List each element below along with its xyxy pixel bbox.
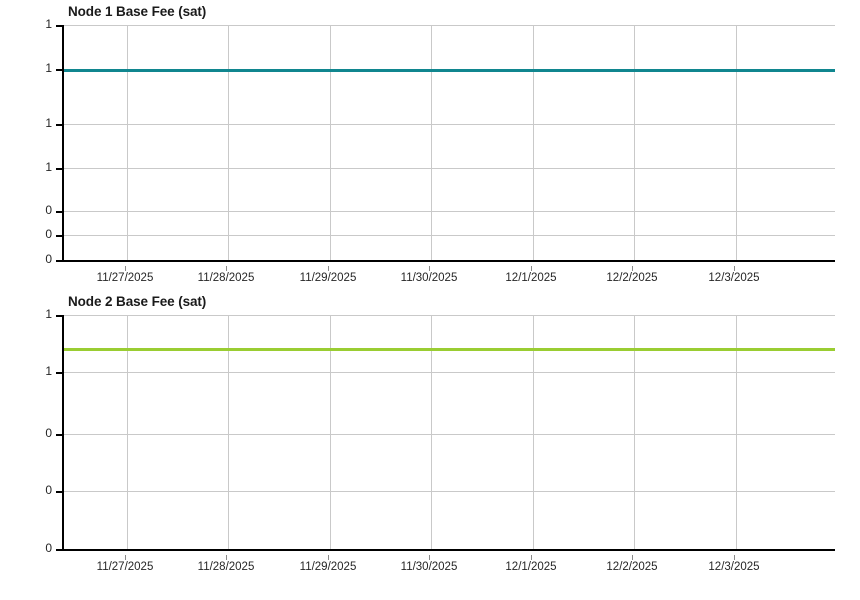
y-axis-label: 1 [45,364,52,378]
x-axis-tick [531,266,532,271]
x-axis-label: 11/27/2025 [96,561,154,573]
x-axis-label: 11/29/2025 [299,272,357,284]
x-axis-tick [632,555,633,560]
y-axis-label: 1 [45,17,52,31]
chart-panel-node-1: Node 1 Base Fee (sat) 1 1 1 1 0 0 0 11/27/2025… [0,0,860,285]
gridline-vertical [431,315,432,549]
plot-inner-node-2 [64,315,835,549]
gridline-vertical [330,315,331,549]
x-axis-tick [125,266,126,271]
chart-title-node-1: Node 1 Base Fee (sat) [68,4,207,19]
x-axis-label: 12/3/2025 [708,561,760,573]
x-axis-node-1: 11/27/2025 11/28/2025 11/29/2025 11/30/2025… [62,266,835,286]
gridline-horizontal [64,235,835,236]
x-axis-tick [226,266,227,271]
gridline-vertical [634,25,635,260]
y-axis-node-2: 1 1 0 0 0 [0,290,52,580]
y-axis-label: 1 [45,307,52,321]
x-axis-tick [429,555,430,560]
x-axis-label: 11/29/2025 [299,561,357,573]
gridline-horizontal [64,315,835,316]
x-axis-label: 11/30/2025 [400,272,458,284]
x-axis-tick [328,266,329,271]
x-axis-label: 12/2/2025 [606,561,658,573]
y-axis-label: 0 [45,483,52,497]
x-axis-label: 12/1/2025 [505,561,557,573]
x-axis-label: 12/3/2025 [708,272,760,284]
gridline-vertical [330,25,331,260]
gridline-vertical [127,315,128,549]
y-axis-tick [56,260,62,262]
series-line [64,348,835,351]
y-axis-node-1: 1 1 1 1 0 0 0 [0,0,52,285]
gridline-vertical [228,25,229,260]
gridline-vertical [228,315,229,549]
y-axis-label: 0 [45,426,52,440]
gridline-horizontal [64,434,835,435]
x-axis-node-2: 11/27/2025 11/28/2025 11/29/2025 11/30/2025… [62,555,835,575]
y-axis-tick [56,372,62,374]
series-line [64,69,835,72]
y-axis-tick [56,25,62,27]
x-axis-tick [734,266,735,271]
y-axis-tick [56,434,62,436]
x-axis-tick [328,555,329,560]
x-axis-label: 11/27/2025 [96,272,154,284]
gridline-vertical [736,315,737,549]
gridline-horizontal [64,168,835,169]
y-axis-label: 0 [45,252,52,266]
gridline-horizontal [64,491,835,492]
x-axis-tick [226,555,227,560]
plot-area-node-1 [62,25,835,262]
y-axis-tick [56,211,62,213]
y-axis-tick [56,168,62,170]
chart-title-node-2: Node 2 Base Fee (sat) [68,294,207,309]
y-axis-tick [56,69,62,71]
plot-area-node-2 [62,315,835,551]
gridline-vertical [533,315,534,549]
gridline-vertical [127,25,128,260]
x-axis-tick [531,555,532,560]
y-axis-label: 1 [45,160,52,174]
y-axis-label: 0 [45,227,52,241]
gridline-vertical [736,25,737,260]
y-axis-label: 0 [45,203,52,217]
x-axis-tick [125,555,126,560]
gridline-horizontal [64,372,835,373]
plot-inner-node-1 [64,25,835,260]
y-axis-tick [56,315,62,317]
x-axis-label: 11/28/2025 [197,561,255,573]
x-axis-label: 12/1/2025 [505,272,557,284]
gridline-horizontal [64,124,835,125]
y-axis-label: 0 [45,541,52,555]
gridline-horizontal [64,211,835,212]
y-axis-tick [56,235,62,237]
gridline-horizontal [64,25,835,26]
y-axis-label: 1 [45,116,52,130]
x-axis-label: 11/30/2025 [400,561,458,573]
y-axis-tick [56,549,62,551]
x-axis-tick [734,555,735,560]
x-axis-label: 12/2/2025 [606,272,658,284]
y-axis-tick [56,491,62,493]
y-axis-tick [56,124,62,126]
x-axis-tick [632,266,633,271]
y-axis-label: 1 [45,61,52,75]
gridline-vertical [533,25,534,260]
x-axis-tick [429,266,430,271]
gridline-vertical [431,25,432,260]
gridline-vertical [634,315,635,549]
x-axis-label: 11/28/2025 [197,272,255,284]
